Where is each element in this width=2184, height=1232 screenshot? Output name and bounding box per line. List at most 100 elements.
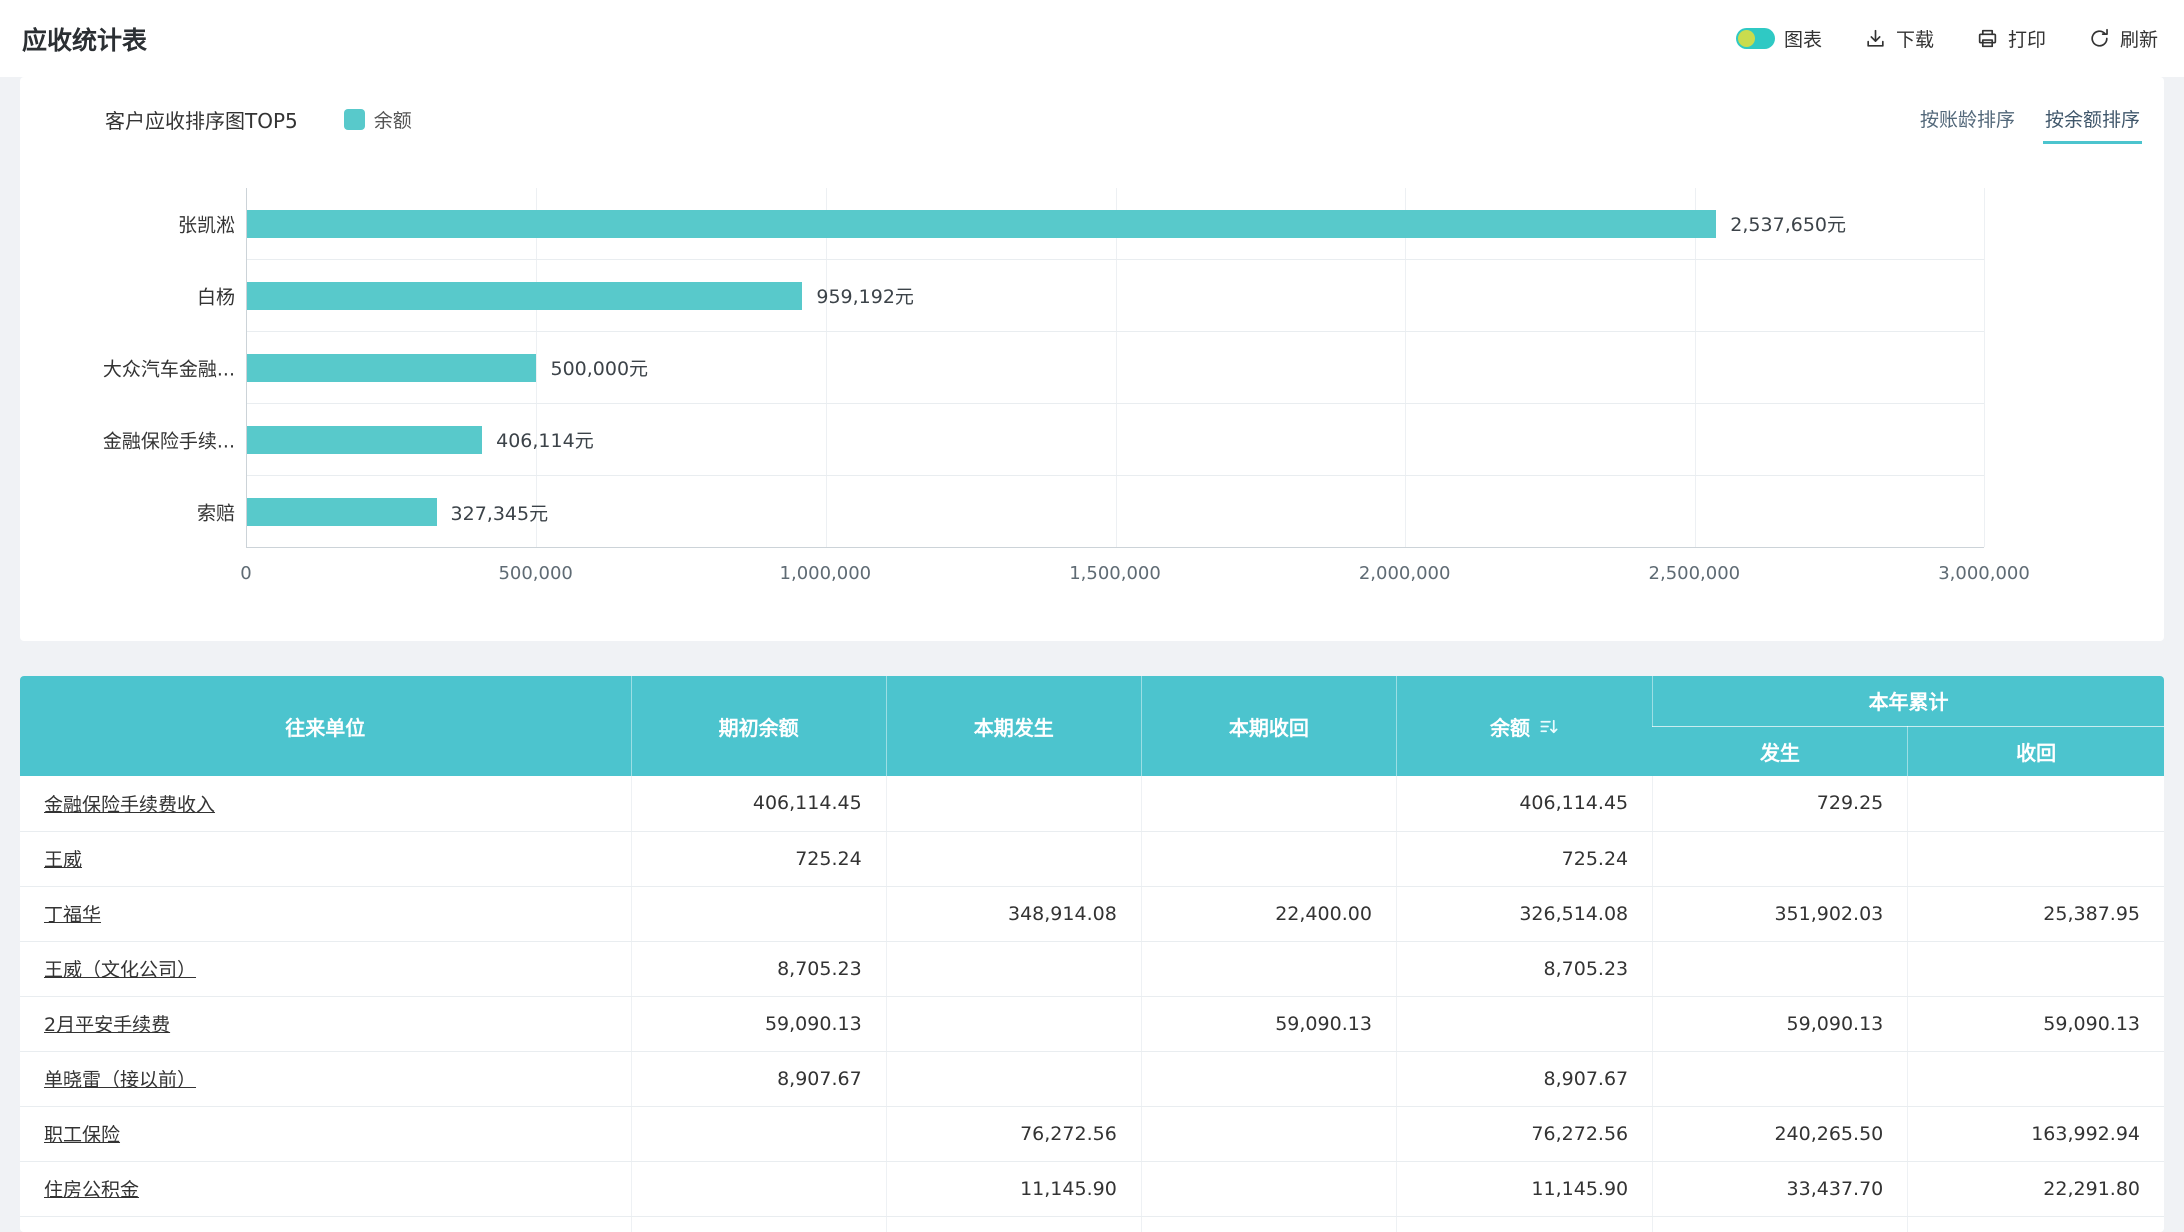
chart-toggle-group[interactable]: 图表 bbox=[1735, 25, 1822, 52]
chart-row: 张凯淞 2,537,650元 bbox=[178, 188, 1984, 260]
bar-value-label: 2,537,650元 bbox=[1730, 214, 1846, 236]
recovered-cell bbox=[1140, 1051, 1397, 1107]
opening-cell: 8,907.67 bbox=[630, 1051, 887, 1107]
balance-header-label: 余额 bbox=[1490, 715, 1531, 740]
counterpart-link[interactable]: 王威（文化公司） bbox=[44, 959, 197, 981]
balance-bar[interactable] bbox=[247, 498, 437, 526]
x-axis-tick-label: 1,000,000 bbox=[779, 563, 872, 584]
opening-cell bbox=[630, 1106, 887, 1162]
empty-cell bbox=[885, 1216, 1142, 1232]
counterpart-link[interactable]: 住房公积金 bbox=[44, 1179, 140, 1201]
counterpart-link[interactable]: 单晓雷（接以前） bbox=[44, 1069, 197, 1091]
category-label: 金融保险手续... bbox=[102, 430, 235, 452]
chart-row: 大众汽车金融... 500,000元 bbox=[103, 332, 1984, 404]
bar-value-label: 406,114元 bbox=[496, 430, 594, 452]
chart-toggle[interactable] bbox=[1735, 28, 1775, 49]
chart-grid bbox=[247, 188, 1985, 547]
ytd_occurred-cell: 59,090.13 bbox=[1652, 996, 1908, 1052]
balance-cell: 11,145.90 bbox=[1395, 1161, 1653, 1217]
chart-header: 客户应收排序图TOP5 余额 按账龄排序 按余额排序 bbox=[20, 77, 2164, 144]
refresh-button[interactable]: 刷新 bbox=[2088, 25, 2158, 52]
col-header-ytd: 本年累计 bbox=[1652, 676, 2164, 727]
refresh-label: 刷新 bbox=[2119, 29, 2158, 51]
counterpart-link[interactable]: 2月平安手续费 bbox=[44, 1014, 171, 1036]
occurred-cell bbox=[885, 831, 1142, 887]
opening-cell: 8,705.23 bbox=[630, 941, 887, 997]
occurred-cell bbox=[885, 996, 1142, 1052]
empty-cell bbox=[1652, 1216, 1908, 1232]
sort-by-balance-tab[interactable]: 按余额排序 bbox=[2042, 105, 2142, 144]
balance-bar[interactable] bbox=[247, 353, 537, 382]
balance-cell: 8,705.23 bbox=[1395, 941, 1653, 997]
x-axis-tick-label: 2,500,000 bbox=[1648, 563, 1741, 584]
bar-value-label: 327,345元 bbox=[450, 502, 549, 525]
table-row: 王威（文化公司） 8,705.23 8,705.23 bbox=[20, 941, 2164, 997]
counterpart-cell: 丁福华 bbox=[20, 886, 632, 942]
refresh-icon bbox=[2091, 28, 2108, 47]
ytd_recovered-cell bbox=[1907, 941, 2164, 997]
ytd_occurred-cell bbox=[1652, 831, 1908, 887]
gridline bbox=[1404, 188, 1406, 547]
print-button[interactable]: 打印 bbox=[1976, 25, 2046, 52]
col-header-counterpart: 往来单位 bbox=[20, 676, 632, 776]
col-header-ytd-occurred: 发生 bbox=[1652, 726, 1908, 776]
receivables-table: 往来单位 期初余额 本期发生 本期收回 余额 本年累计 bbox=[20, 676, 2164, 1232]
receivables-table-card: 往来单位 期初余额 本期发生 本期收回 余额 本年累计 bbox=[20, 676, 2164, 1232]
empty-cell bbox=[630, 1216, 887, 1232]
recovered-cell: 22,400.00 bbox=[1140, 886, 1397, 942]
x-axis-tick-label: 500,000 bbox=[498, 563, 573, 584]
recovered-cell bbox=[1140, 941, 1397, 997]
col-header-balance: 余额 bbox=[1395, 676, 1653, 776]
counterpart-link[interactable]: 金融保险手续费收入 bbox=[44, 793, 216, 816]
toolbar: 图表 下载 打印 刷新 bbox=[1735, 25, 2158, 52]
gridline bbox=[536, 188, 538, 547]
counterpart-cell: 住房公积金 bbox=[20, 1161, 632, 1217]
balance-cell: 326,514.08 bbox=[1395, 886, 1653, 942]
table-row: 金融保险手续费收入 406,114.45 406,114.45 729.25 bbox=[20, 776, 2164, 832]
occurred-cell bbox=[885, 941, 1142, 997]
bar-value-label: 500,000元 bbox=[550, 358, 649, 380]
gridline bbox=[1694, 188, 1696, 547]
ytd_recovered-cell bbox=[1907, 1051, 2164, 1107]
counterpart-cell: 职工保险 bbox=[20, 1106, 632, 1162]
download-button[interactable]: 下载 bbox=[1864, 25, 1934, 52]
occurred-cell: 76,272.56 bbox=[885, 1106, 1142, 1162]
sort-by-aging-tab[interactable]: 按账龄排序 bbox=[1918, 105, 2017, 144]
balance-bar[interactable] bbox=[247, 209, 1717, 238]
ytd_occurred-cell: 240,265.50 bbox=[1652, 1106, 1908, 1162]
legend-swatch bbox=[343, 109, 365, 130]
counterpart-link[interactable]: 职工保险 bbox=[44, 1124, 121, 1146]
category-label: 张凯淞 bbox=[177, 214, 235, 236]
empty-cell bbox=[1907, 1216, 2164, 1232]
ytd_recovered-cell: 59,090.13 bbox=[1907, 996, 2164, 1052]
chart-toggle-knob bbox=[1737, 30, 1755, 47]
balance-bar[interactable] bbox=[247, 425, 483, 454]
balance-cell: 725.24 bbox=[1395, 831, 1653, 887]
category-label: 白杨 bbox=[196, 286, 235, 308]
occurred-cell: 11,145.90 bbox=[885, 1161, 1142, 1217]
gridline bbox=[825, 188, 827, 547]
legend-label: 余额 bbox=[373, 110, 412, 132]
x-axis-tick-label: 1,500,000 bbox=[1069, 563, 1161, 584]
balance-bar[interactable] bbox=[247, 281, 803, 310]
x-axis-tick-label: 2,000,000 bbox=[1358, 563, 1451, 584]
counterpart-link[interactable]: 王威 bbox=[44, 849, 83, 871]
opening-cell: 406,114.45 bbox=[630, 776, 887, 832]
opening-cell: 59,090.13 bbox=[630, 996, 887, 1052]
page-title: 应收统计表 bbox=[22, 25, 148, 55]
chart-row: 索赔 327,345元 bbox=[197, 476, 1984, 548]
counterpart-cell: 王威（文化公司） bbox=[20, 941, 632, 997]
table-row: 丁福华 348,914.08 22,400.00 326,514.08 351,902.… bbox=[20, 886, 2164, 942]
recovered-cell bbox=[1140, 831, 1397, 887]
ytd_recovered-cell bbox=[1907, 776, 2164, 832]
counterpart-cell: 金融保险手续费收入 bbox=[20, 776, 632, 832]
sort-descending-icon[interactable] bbox=[1538, 716, 1559, 737]
balance-cell bbox=[1395, 996, 1653, 1052]
bar-chart-plot: 张凯淞 2,537,650元 白杨 959,192元 大众汽车金融... 500,000元… bbox=[103, 188, 1985, 548]
ytd_recovered-cell: 22,291.80 bbox=[1907, 1161, 2164, 1217]
counterpart-link[interactable]: 丁福华 bbox=[44, 904, 102, 926]
ytd_recovered-cell bbox=[1907, 831, 2164, 887]
table-row: 职工保险 76,272.56 76,272.56 240,265.50 163,992.… bbox=[20, 1106, 2164, 1162]
ytd_occurred-cell bbox=[1652, 1051, 1908, 1107]
